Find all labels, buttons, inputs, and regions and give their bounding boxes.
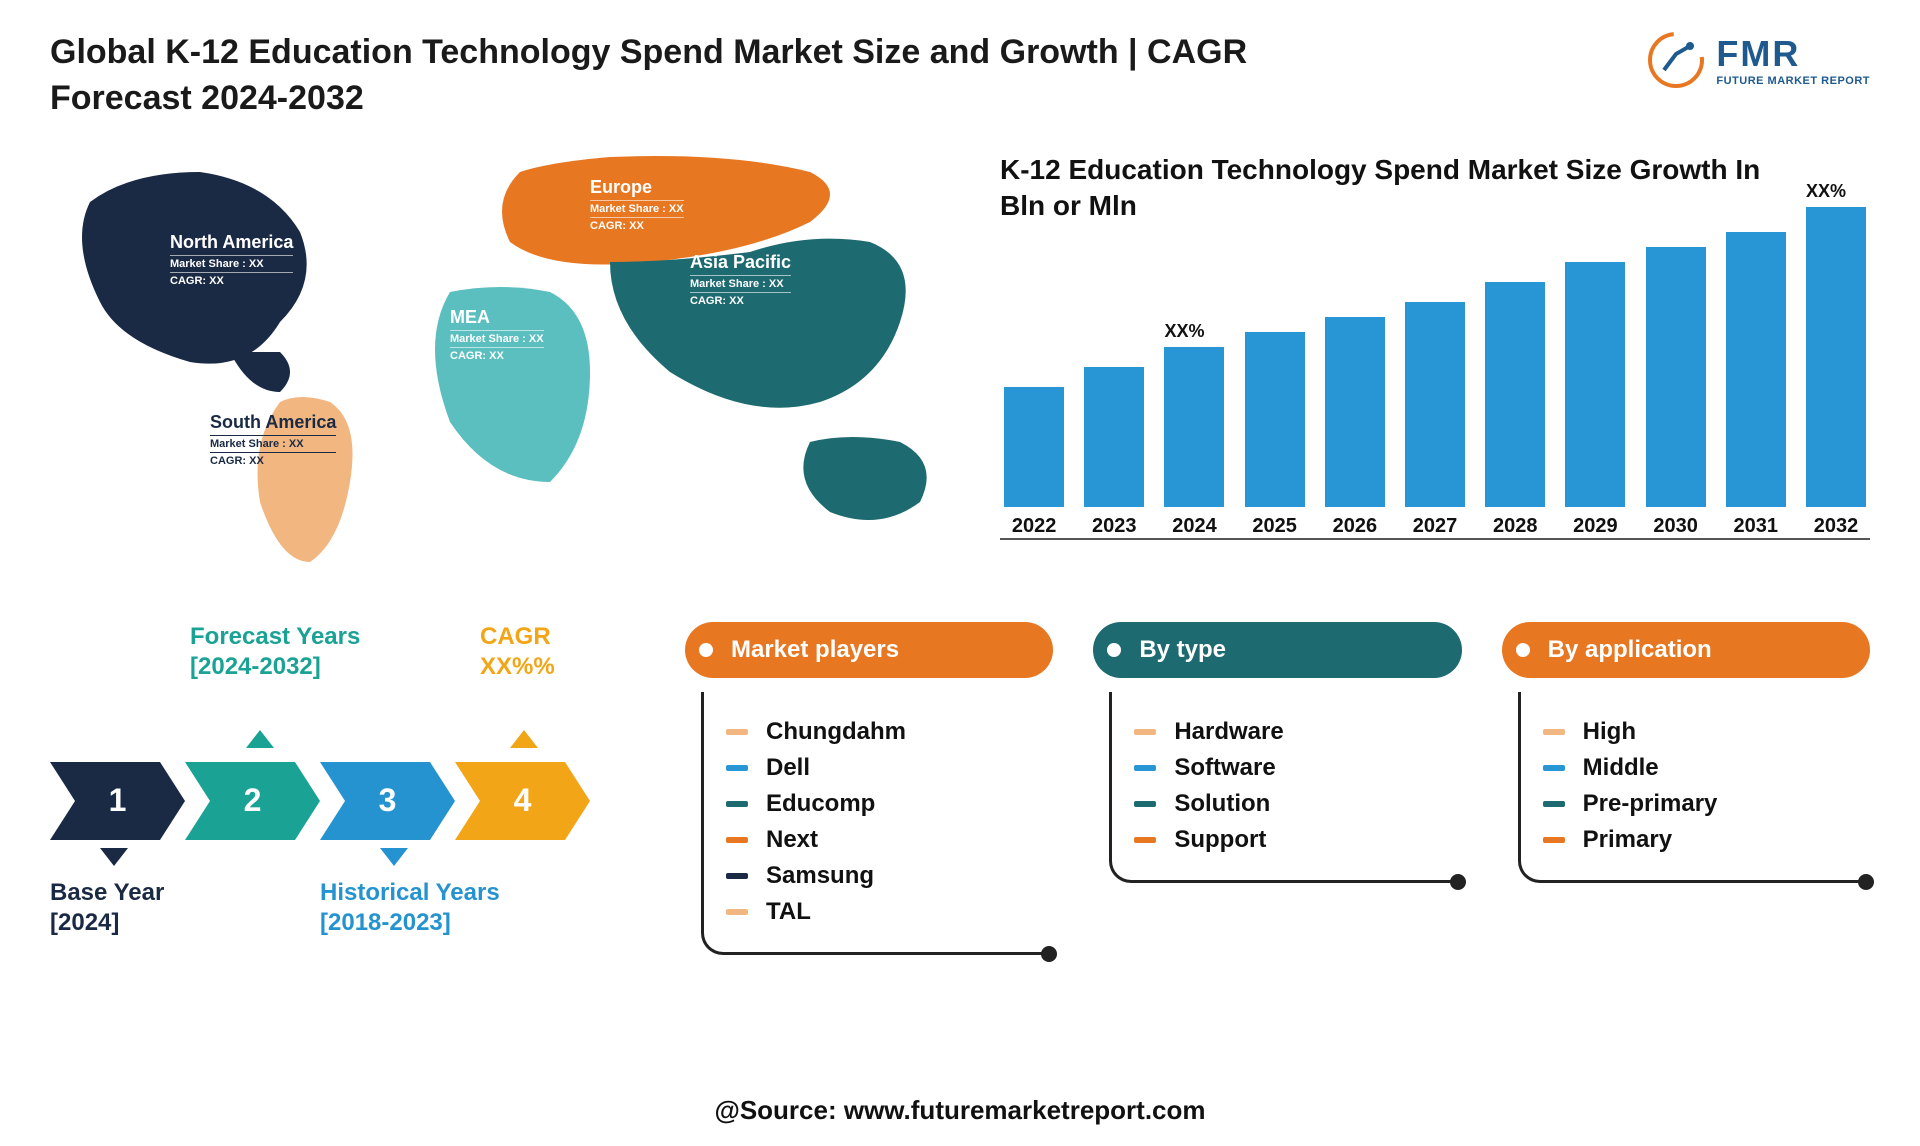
- pill-list: High Middle Pre-primary Primary: [1518, 692, 1870, 883]
- page-title: Global K-12 Education Technology Spend M…: [50, 30, 1350, 122]
- region-label-mea: MEAMarket Share : XXCAGR: XX: [450, 307, 544, 362]
- world-map: North AmericaMarket Share : XXCAGR: XX So…: [50, 142, 970, 582]
- logo: FMR FUTURE MARKET REPORT: [1646, 30, 1870, 90]
- bar-2024: XX%2024: [1160, 347, 1228, 538]
- list-item: Middle: [1543, 754, 1860, 782]
- pill-block-by-application: By application High Middle Pre-primary Prima…: [1502, 622, 1870, 955]
- bar-2025: 2025: [1241, 332, 1309, 538]
- list-item: Next: [726, 826, 1043, 854]
- logo-icon: [1646, 30, 1706, 90]
- list-item: Hardware: [1134, 718, 1451, 746]
- logo-text-sub: FUTURE MARKET REPORT: [1716, 75, 1870, 87]
- list-item: Support: [1134, 826, 1451, 854]
- bar-2022: 2022: [1000, 387, 1068, 538]
- list-item: Educomp: [726, 790, 1043, 818]
- chart-title: K-12 Education Technology Spend Market S…: [1000, 152, 1870, 225]
- timeline-step-3: 3: [320, 762, 455, 840]
- timeline-step-1: 1: [50, 762, 185, 840]
- bar-2030: 2030: [1642, 247, 1710, 538]
- list-item: Samsung: [726, 862, 1043, 890]
- bar-2028: 2028: [1481, 282, 1549, 538]
- list-item: High: [1543, 718, 1860, 746]
- top-section: North AmericaMarket Share : XXCAGR: XX So…: [50, 142, 1870, 582]
- pill-header: By type: [1093, 622, 1461, 678]
- pill-header: Market players: [685, 622, 1053, 678]
- map-svg: [50, 142, 970, 582]
- bar-2029: 2029: [1561, 262, 1629, 538]
- logo-text-main: FMR: [1716, 33, 1870, 75]
- list-item: Chungdahm: [726, 718, 1043, 746]
- timeline-step-4: 4: [455, 762, 590, 840]
- timeline-step-2: 2: [185, 762, 320, 840]
- source-attribution: @Source: www.futuremarketreport.com: [0, 1095, 1920, 1126]
- bar-2032: XX%2032: [1802, 207, 1870, 538]
- pills-container: Market players Chungdahm Dell Educomp Next Sa…: [685, 622, 1870, 955]
- forecast-label: Forecast Years [2024-2032]: [190, 622, 360, 682]
- chart-bars: 20222023XX%20242025202620272028202920302…: [1000, 250, 1870, 540]
- region-label-north-america: North AmericaMarket Share : XXCAGR: XX: [170, 232, 293, 287]
- cagr-label: CAGR XX%%: [480, 622, 555, 682]
- list-item: Software: [1134, 754, 1451, 782]
- region-label-europe: EuropeMarket Share : XXCAGR: XX: [590, 177, 684, 232]
- pill-block-by-type: By type Hardware Software Solution Support: [1093, 622, 1461, 955]
- base-year-label: Base Year [2024]: [50, 878, 164, 938]
- pill-list: Chungdahm Dell Educomp Next Samsung TAL: [701, 692, 1053, 955]
- header: Global K-12 Education Technology Spend M…: [50, 30, 1870, 122]
- list-item: Dell: [726, 754, 1043, 782]
- timeline: Forecast Years [2024-2032] CAGR XX%% 123…: [50, 622, 650, 952]
- bottom-section: Forecast Years [2024-2032] CAGR XX%% 123…: [50, 622, 1870, 955]
- region-label-asia-pacific: Asia PacificMarket Share : XXCAGR: XX: [690, 252, 791, 307]
- list-item: TAL: [726, 898, 1043, 926]
- pill-header: By application: [1502, 622, 1870, 678]
- timeline-steps: 1234: [50, 762, 590, 840]
- pill-block-market-players: Market players Chungdahm Dell Educomp Next Sa…: [685, 622, 1053, 955]
- pill-list: Hardware Software Solution Support: [1109, 692, 1461, 883]
- bar-2023: 2023: [1080, 367, 1148, 538]
- bar-2027: 2027: [1401, 302, 1469, 538]
- list-item: Primary: [1543, 826, 1860, 854]
- list-item: Solution: [1134, 790, 1451, 818]
- list-item: Pre-primary: [1543, 790, 1860, 818]
- region-label-south-america: South AmericaMarket Share : XXCAGR: XX: [210, 412, 336, 467]
- bar-2026: 2026: [1321, 317, 1389, 538]
- historical-label: Historical Years [2018-2023]: [320, 878, 500, 938]
- bar-chart: K-12 Education Technology Spend Market S…: [1000, 142, 1870, 582]
- bar-2031: 2031: [1722, 232, 1790, 538]
